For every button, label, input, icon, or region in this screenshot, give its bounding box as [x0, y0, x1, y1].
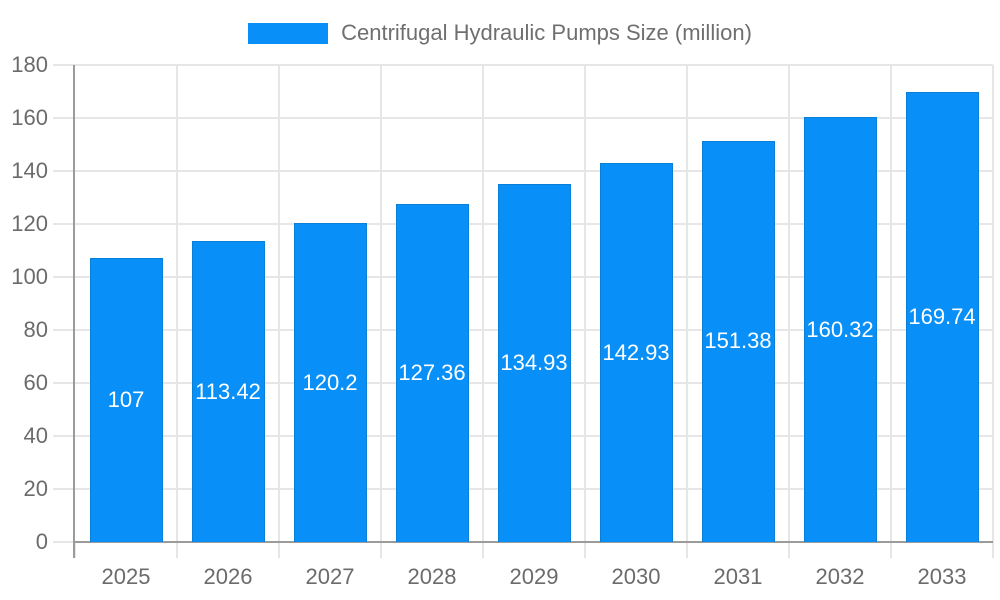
gridline-vertical	[176, 65, 178, 542]
gridline-vertical	[788, 65, 790, 542]
y-axis-label: 140	[11, 158, 48, 183]
y-axis-tick	[53, 541, 75, 543]
y-axis-label: 120	[11, 211, 48, 236]
x-axis-tick	[278, 542, 280, 558]
x-axis-tick	[788, 542, 790, 558]
legend[interactable]: Centrifugal Hydraulic Pumps Size (millio…	[0, 20, 1000, 46]
x-axis-tick	[482, 542, 484, 558]
y-axis-label: 20	[23, 476, 48, 501]
x-axis-tick	[74, 542, 76, 558]
gridline-horizontal	[75, 64, 993, 66]
x-axis-label: 2025	[101, 564, 151, 589]
gridline-vertical	[890, 65, 892, 542]
bar[interactable]	[395, 204, 469, 542]
x-axis-label: 2028	[407, 564, 457, 589]
y-axis-label: 40	[23, 423, 48, 448]
gridline-vertical	[584, 65, 586, 542]
x-axis-label: 2026	[203, 564, 253, 589]
bar[interactable]	[905, 92, 979, 542]
y-axis-tick	[53, 382, 75, 384]
x-axis-tick	[890, 542, 892, 558]
x-axis-label: 2033	[917, 564, 967, 589]
bar[interactable]	[701, 140, 775, 542]
bar[interactable]	[293, 223, 367, 542]
legend-swatch	[248, 22, 329, 44]
gridline-vertical	[380, 65, 382, 542]
legend-label: Centrifugal Hydraulic Pumps Size (millio…	[341, 20, 752, 45]
y-axis-tick	[53, 64, 75, 66]
y-axis-label: 60	[23, 370, 48, 395]
x-axis-label: 2027	[305, 564, 355, 589]
x-axis-line	[73, 541, 993, 543]
y-axis-label: 180	[11, 52, 48, 77]
y-axis-label: 160	[11, 105, 48, 130]
gridline-horizontal	[75, 170, 993, 172]
gridline-vertical	[278, 65, 280, 542]
bar[interactable]	[497, 184, 571, 542]
y-axis-line	[73, 65, 75, 558]
y-axis-tick	[53, 117, 75, 119]
gridline-vertical	[686, 65, 688, 542]
y-axis-tick	[53, 170, 75, 172]
x-axis-tick	[584, 542, 586, 558]
y-axis-tick	[53, 488, 75, 490]
bar[interactable]	[191, 241, 265, 542]
x-axis-label: 2029	[509, 564, 559, 589]
y-axis-tick	[53, 276, 75, 278]
x-axis-label: 2032	[815, 564, 865, 589]
bar[interactable]	[89, 258, 163, 542]
x-axis-tick	[686, 542, 688, 558]
x-axis-label: 2031	[713, 564, 763, 589]
y-axis-tick	[53, 435, 75, 437]
y-axis-tick	[53, 329, 75, 331]
y-axis-label: 0	[35, 529, 48, 554]
y-axis-tick	[53, 223, 75, 225]
y-axis-label: 80	[23, 317, 48, 342]
x-axis-tick	[992, 542, 994, 558]
gridline-vertical	[992, 65, 994, 542]
gridline-horizontal	[75, 117, 993, 119]
bar[interactable]	[599, 163, 673, 542]
x-axis-label: 2030	[611, 564, 661, 589]
bar[interactable]	[803, 117, 877, 542]
gridline-vertical	[482, 65, 484, 542]
x-axis-tick	[380, 542, 382, 558]
x-axis-tick	[176, 542, 178, 558]
y-axis-label: 100	[11, 264, 48, 289]
